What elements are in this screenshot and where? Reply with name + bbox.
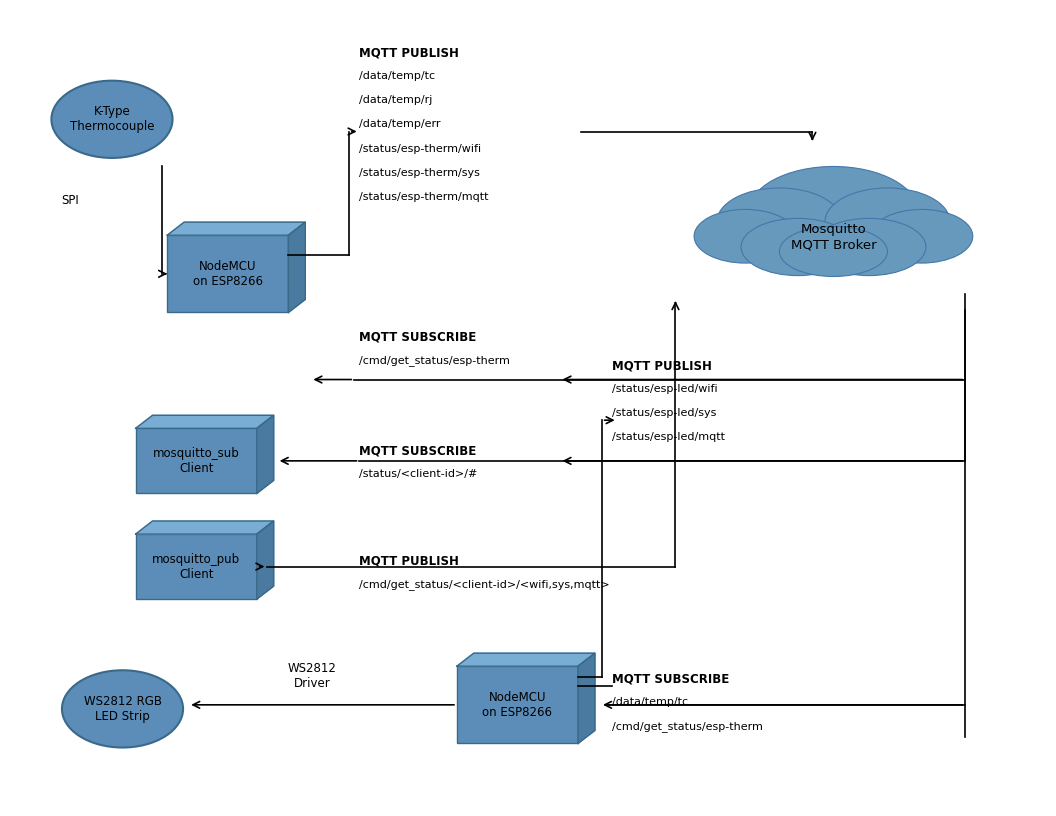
Text: /cmd/get_status/esp-therm: /cmd/get_status/esp-therm: [359, 355, 510, 366]
Polygon shape: [578, 653, 595, 743]
Text: /data/temp/rj: /data/temp/rj: [359, 95, 433, 105]
Polygon shape: [135, 415, 274, 428]
Text: /status/esp-led/wifi: /status/esp-led/wifi: [612, 384, 718, 393]
Ellipse shape: [748, 166, 919, 259]
Text: MQTT SUBSCRIBE: MQTT SUBSCRIBE: [359, 445, 476, 458]
Text: /status/esp-led/sys: /status/esp-led/sys: [612, 408, 717, 418]
Polygon shape: [167, 222, 305, 235]
Text: /cmd/get_status/<client-id>/<wifi,sys,mqtt>: /cmd/get_status/<client-id>/<wifi,sys,mq…: [359, 579, 610, 590]
Polygon shape: [288, 222, 305, 313]
Text: WS2812 RGB
LED Strip: WS2812 RGB LED Strip: [83, 695, 162, 723]
Text: mosquitto_pub
Client: mosquitto_pub Client: [152, 552, 241, 580]
Text: MQTT PUBLISH: MQTT PUBLISH: [359, 47, 459, 59]
Ellipse shape: [62, 670, 183, 747]
Text: /data/temp/tc: /data/temp/tc: [359, 70, 436, 81]
Text: NodeMCU
on ESP8266: NodeMCU on ESP8266: [193, 259, 263, 288]
Text: Mosquitto
MQTT Broker: Mosquitto MQTT Broker: [791, 224, 876, 251]
Ellipse shape: [52, 81, 172, 158]
Text: MQTT SUBSCRIBE: MQTT SUBSCRIBE: [612, 672, 730, 685]
Text: /data/temp/err: /data/temp/err: [359, 119, 441, 129]
Polygon shape: [257, 415, 274, 494]
Text: NodeMCU
on ESP8266: NodeMCU on ESP8266: [483, 691, 552, 719]
Text: MQTT SUBSCRIBE: MQTT SUBSCRIBE: [359, 330, 476, 344]
Ellipse shape: [741, 219, 854, 276]
FancyBboxPatch shape: [457, 666, 578, 743]
Text: /status/<client-id>/#: /status/<client-id>/#: [359, 469, 478, 479]
Polygon shape: [257, 521, 274, 599]
Text: MQTT PUBLISH: MQTT PUBLISH: [359, 554, 459, 567]
Ellipse shape: [717, 188, 842, 256]
FancyBboxPatch shape: [167, 235, 288, 313]
Ellipse shape: [812, 219, 926, 276]
Text: mosquitto_sub
Client: mosquitto_sub Client: [153, 447, 240, 475]
Text: /status/esp-therm/wifi: /status/esp-therm/wifi: [359, 144, 482, 153]
Text: SPI: SPI: [61, 194, 79, 207]
Text: K-Type
Thermocouple: K-Type Thermocouple: [70, 105, 154, 133]
Ellipse shape: [870, 210, 973, 263]
FancyBboxPatch shape: [135, 428, 257, 494]
Ellipse shape: [779, 226, 887, 277]
Text: WS2812
Driver: WS2812 Driver: [287, 663, 337, 690]
Text: MQTT PUBLISH: MQTT PUBLISH: [612, 359, 712, 372]
Ellipse shape: [825, 188, 950, 256]
Ellipse shape: [694, 210, 796, 263]
Polygon shape: [135, 521, 274, 534]
Text: /status/esp-therm/sys: /status/esp-therm/sys: [359, 168, 480, 178]
Text: /data/temp/tc: /data/temp/tc: [612, 697, 689, 707]
Text: /status/esp-therm/mqtt: /status/esp-therm/mqtt: [359, 193, 489, 202]
FancyBboxPatch shape: [135, 534, 257, 599]
Text: /status/esp-led/mqtt: /status/esp-led/mqtt: [612, 432, 725, 442]
Text: /cmd/get_status/esp-therm: /cmd/get_status/esp-therm: [612, 721, 763, 732]
Polygon shape: [457, 653, 595, 666]
